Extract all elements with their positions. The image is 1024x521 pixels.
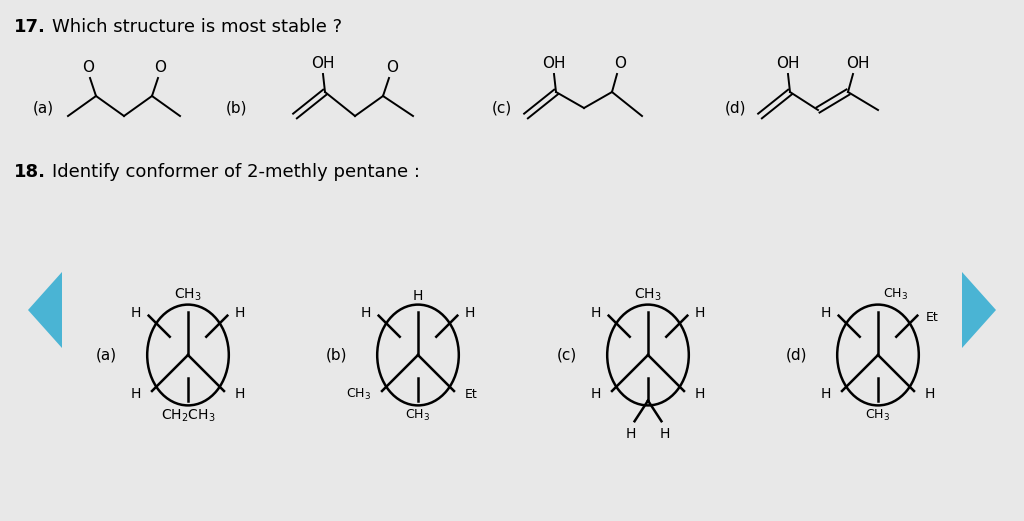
Text: CH$_3$: CH$_3$ — [346, 387, 371, 402]
Text: (a): (a) — [33, 101, 54, 116]
Text: (d): (d) — [725, 101, 746, 116]
Text: H: H — [465, 306, 475, 320]
Text: O: O — [154, 60, 166, 75]
Text: OH: OH — [311, 56, 335, 71]
Text: 18.: 18. — [14, 163, 46, 181]
Text: H: H — [413, 289, 423, 303]
Text: OH: OH — [846, 56, 869, 71]
Text: Et: Et — [926, 311, 939, 324]
Text: Identify conformer of 2-methly pentane :: Identify conformer of 2-methly pentane : — [52, 163, 420, 181]
Text: H: H — [236, 306, 246, 320]
Text: CH$_3$: CH$_3$ — [865, 408, 891, 423]
Text: (c): (c) — [556, 348, 577, 363]
Polygon shape — [962, 272, 996, 348]
Text: H: H — [659, 427, 670, 441]
Text: H: H — [820, 387, 830, 401]
Text: (b): (b) — [326, 348, 347, 363]
Text: (b): (b) — [225, 101, 247, 116]
Text: CH$_3$: CH$_3$ — [634, 287, 662, 303]
Text: H: H — [695, 387, 706, 401]
Text: O: O — [386, 60, 398, 75]
Text: OH: OH — [776, 56, 800, 71]
Text: H: H — [236, 387, 246, 401]
Text: Which structure is most stable ?: Which structure is most stable ? — [52, 18, 342, 36]
Polygon shape — [28, 272, 62, 348]
Text: H: H — [131, 387, 141, 401]
Text: CH$_3$: CH$_3$ — [883, 287, 908, 302]
Text: H: H — [360, 306, 371, 320]
Text: Et: Et — [465, 388, 478, 401]
Text: O: O — [614, 56, 626, 71]
Text: H: H — [695, 306, 706, 320]
Text: H: H — [131, 306, 141, 320]
Text: (d): (d) — [785, 348, 807, 363]
Text: H: H — [820, 306, 830, 320]
Text: H: H — [591, 387, 601, 401]
Text: H: H — [591, 306, 601, 320]
Text: OH: OH — [543, 56, 565, 71]
Text: (a): (a) — [96, 348, 117, 363]
Text: 17.: 17. — [14, 18, 46, 36]
Text: CH$_2$CH$_3$: CH$_2$CH$_3$ — [161, 408, 215, 424]
Text: (c): (c) — [492, 101, 512, 116]
Text: CH$_3$: CH$_3$ — [406, 408, 430, 423]
Text: CH$_3$: CH$_3$ — [174, 287, 202, 303]
Text: H: H — [626, 427, 636, 441]
Text: H: H — [925, 387, 935, 401]
Text: O: O — [82, 60, 94, 75]
